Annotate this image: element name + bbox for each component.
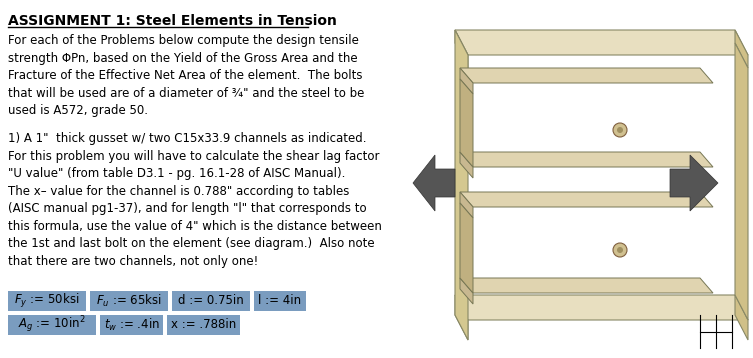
- Circle shape: [617, 127, 623, 133]
- Text: 1) A 1"  thick gusset w/ two C15x33.9 channels as indicated.
For this problem yo: 1) A 1" thick gusset w/ two C15x33.9 cha…: [8, 132, 382, 267]
- Polygon shape: [460, 278, 713, 293]
- Polygon shape: [455, 30, 468, 340]
- Polygon shape: [735, 43, 748, 320]
- FancyBboxPatch shape: [8, 315, 96, 335]
- Polygon shape: [460, 203, 473, 293]
- FancyBboxPatch shape: [254, 291, 306, 311]
- Polygon shape: [455, 295, 748, 320]
- Text: x := .788in: x := .788in: [171, 319, 236, 332]
- FancyBboxPatch shape: [100, 315, 163, 335]
- Text: ASSIGNMENT 1: Steel Elements in Tension: ASSIGNMENT 1: Steel Elements in Tension: [8, 14, 337, 28]
- Text: $F_y$ := 50ksi: $F_y$ := 50ksi: [14, 292, 80, 310]
- Polygon shape: [460, 192, 713, 207]
- Polygon shape: [455, 295, 468, 340]
- Polygon shape: [460, 152, 713, 167]
- Polygon shape: [460, 68, 713, 83]
- Text: l := 4in: l := 4in: [258, 295, 301, 308]
- Text: $F_u$ := 65ksi: $F_u$ := 65ksi: [96, 293, 162, 309]
- Polygon shape: [413, 155, 455, 211]
- Circle shape: [613, 123, 627, 137]
- Text: $A_g$ := 10in$^2$: $A_g$ := 10in$^2$: [18, 315, 86, 335]
- FancyBboxPatch shape: [172, 291, 250, 311]
- Polygon shape: [455, 30, 468, 68]
- Text: d := 0.75in: d := 0.75in: [178, 295, 244, 308]
- Polygon shape: [460, 79, 473, 167]
- Circle shape: [617, 247, 623, 253]
- Circle shape: [613, 243, 627, 257]
- Polygon shape: [460, 192, 473, 218]
- Polygon shape: [735, 30, 748, 68]
- Text: For each of the Problems below compute the design tensile
strength ΦPn, based on: For each of the Problems below compute t…: [8, 34, 364, 117]
- Polygon shape: [460, 152, 473, 178]
- Polygon shape: [460, 278, 473, 304]
- FancyBboxPatch shape: [8, 291, 86, 311]
- FancyBboxPatch shape: [90, 291, 168, 311]
- Polygon shape: [670, 155, 718, 211]
- Polygon shape: [455, 30, 748, 55]
- Polygon shape: [735, 295, 748, 340]
- Text: $t_w$ := .4in: $t_w$ := .4in: [103, 317, 160, 333]
- Polygon shape: [460, 68, 473, 94]
- FancyBboxPatch shape: [167, 315, 240, 335]
